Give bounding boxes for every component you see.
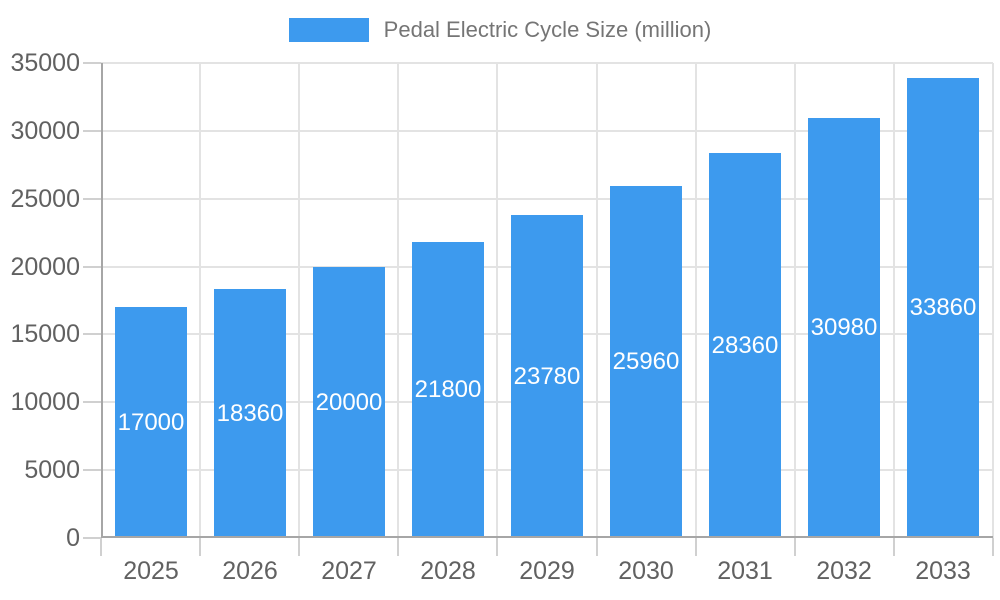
legend-label: Pedal Electric Cycle Size (million) bbox=[383, 17, 712, 42]
gridline-vertical bbox=[496, 63, 498, 538]
x-tick-mark bbox=[596, 538, 598, 556]
y-tick-label: 10000 bbox=[10, 388, 80, 416]
x-tick-label: 2029 bbox=[519, 557, 575, 585]
y-tick-mark bbox=[83, 537, 101, 539]
gridline-vertical bbox=[794, 63, 796, 538]
bar-2033[interactable]: 33860 bbox=[907, 78, 979, 538]
bar-value-label: 28360 bbox=[711, 331, 779, 359]
gridline-vertical bbox=[298, 63, 300, 538]
gridline-horizontal bbox=[101, 130, 993, 132]
x-tick-label: 2027 bbox=[321, 557, 377, 585]
bar-value-label: 30980 bbox=[810, 314, 878, 341]
y-tick-mark bbox=[83, 198, 101, 200]
x-tick-label: 2031 bbox=[717, 557, 773, 585]
plot-area: 17000 18360 20000 21800 23780 25960 28360 30980… bbox=[101, 62, 994, 538]
bar-2027[interactable]: 20000 bbox=[313, 267, 385, 538]
x-tick-mark bbox=[794, 538, 796, 556]
x-tick-mark bbox=[100, 538, 102, 556]
x-tick-mark bbox=[695, 538, 697, 556]
y-tick-label: 20000 bbox=[10, 253, 80, 281]
x-tick-label: 2028 bbox=[420, 557, 476, 585]
bar-value-label: 25960 bbox=[612, 348, 680, 375]
bar-value-label: 21800 bbox=[414, 376, 482, 403]
gridline-horizontal bbox=[101, 62, 993, 64]
bar-2028[interactable]: 21800 bbox=[412, 242, 484, 538]
bar-value-label: 18360 bbox=[216, 399, 284, 427]
x-axis-line bbox=[101, 536, 993, 538]
bar-2032[interactable]: 30980 bbox=[808, 118, 880, 538]
y-tick-label: 0 bbox=[66, 524, 80, 552]
x-tick-mark bbox=[496, 538, 498, 556]
y-tick-mark bbox=[83, 62, 101, 64]
x-tick-label: 2033 bbox=[915, 557, 971, 585]
y-tick-label: 30000 bbox=[10, 117, 80, 145]
x-tick-label: 2026 bbox=[222, 557, 278, 585]
bar-2031[interactable]: 28360 bbox=[709, 153, 781, 538]
bar-value-label: 20000 bbox=[315, 388, 383, 416]
gridline-horizontal bbox=[101, 198, 993, 200]
gridline-vertical bbox=[596, 63, 598, 538]
y-tick-mark bbox=[83, 130, 101, 132]
gridline-vertical bbox=[397, 63, 399, 538]
bar-value-label: 33860 bbox=[909, 294, 977, 321]
x-tick-mark bbox=[298, 538, 300, 556]
bar-2025[interactable]: 17000 bbox=[115, 307, 187, 538]
y-tick-label: 35000 bbox=[10, 49, 80, 77]
x-tick-label: 2032 bbox=[816, 557, 872, 585]
bar-value-label: 23780 bbox=[513, 362, 581, 390]
y-tick-label: 25000 bbox=[10, 185, 80, 213]
y-tick-mark bbox=[83, 401, 101, 403]
bar-2029[interactable]: 23780 bbox=[511, 215, 583, 538]
legend-swatch-icon bbox=[288, 18, 369, 42]
y-tick-mark bbox=[83, 469, 101, 471]
x-tick-mark bbox=[992, 538, 994, 556]
x-tick-mark bbox=[397, 538, 399, 556]
gridline-vertical bbox=[893, 63, 895, 538]
x-tick-mark bbox=[199, 538, 201, 556]
gridline-vertical bbox=[992, 63, 994, 538]
bar-value-label: 17000 bbox=[117, 408, 185, 436]
y-axis-line bbox=[101, 63, 103, 538]
x-tick-label: 2030 bbox=[618, 557, 674, 585]
x-tick-label: 2025 bbox=[123, 557, 179, 585]
y-tick-mark bbox=[83, 333, 101, 335]
y-tick-label: 5000 bbox=[24, 456, 80, 484]
bar-2026[interactable]: 18360 bbox=[214, 289, 286, 538]
legend[interactable]: Pedal Electric Cycle Size (million) bbox=[0, 17, 1000, 43]
x-tick-mark bbox=[893, 538, 895, 556]
y-tick-mark bbox=[83, 266, 101, 268]
gridline-vertical bbox=[199, 63, 201, 538]
gridline-vertical bbox=[695, 63, 697, 538]
y-tick-label: 15000 bbox=[10, 320, 80, 348]
bar-2030[interactable]: 25960 bbox=[610, 186, 682, 538]
